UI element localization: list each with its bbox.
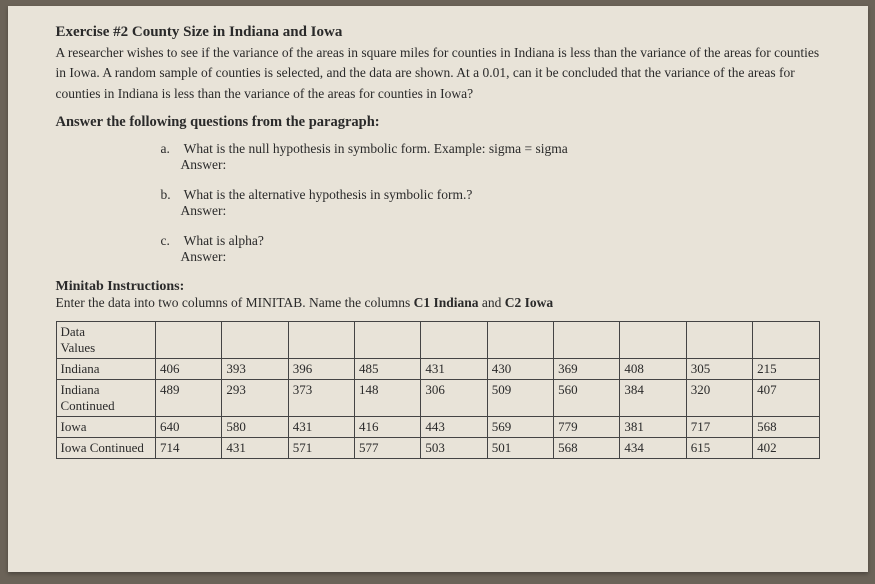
minitab-sub-pre: Enter the data into two columns of MINIT…: [56, 295, 414, 310]
table-cell: 503: [421, 437, 487, 458]
table-cell: 779: [554, 416, 620, 437]
table-cell: 305: [686, 358, 752, 379]
table-cell: 384: [620, 379, 686, 416]
table-cell: 373: [288, 379, 354, 416]
table-cell: [222, 321, 288, 358]
question-c-answer-label: Answer:: [181, 249, 820, 265]
table-cell: [753, 321, 819, 358]
question-list: a. What is the null hypothesis in symbol…: [161, 141, 820, 265]
table-cell: [421, 321, 487, 358]
header-line2: Values: [61, 340, 96, 355]
table-cell: 320: [686, 379, 752, 416]
table-cell: 489: [156, 379, 222, 416]
question-a-label: a.: [161, 141, 181, 157]
table-cell: 431: [421, 358, 487, 379]
question-a: a. What is the null hypothesis in symbol…: [161, 141, 820, 173]
question-b: b. What is the alternative hypothesis in…: [161, 187, 820, 219]
question-a-answer-label: Answer:: [181, 157, 820, 173]
minitab-c2-label: C2 Iowa: [505, 295, 553, 310]
table-cell: 434: [620, 437, 686, 458]
table-cell: [487, 321, 553, 358]
table-cell: 501: [487, 437, 553, 458]
table-cell: 569: [487, 416, 553, 437]
table-cell: [156, 321, 222, 358]
table-row: Indiana Continued 489 293 373 148 306 50…: [56, 379, 819, 416]
minitab-instruction: Enter the data into two columns of MINIT…: [56, 295, 820, 311]
table-cell: 148: [355, 379, 421, 416]
table-cell: 407: [753, 379, 819, 416]
table-cell: 393: [222, 358, 288, 379]
table-cell: 509: [487, 379, 553, 416]
data-table: Data Values Indiana 406 393 396 485 431 …: [56, 321, 820, 459]
table-cell: [554, 321, 620, 358]
question-c: c. What is alpha? Answer:: [161, 233, 820, 265]
table-cell: 568: [753, 416, 819, 437]
table-row: Iowa Continued 714 431 571 577 503 501 5…: [56, 437, 819, 458]
table-cell: 408: [620, 358, 686, 379]
table-cell: 571: [288, 437, 354, 458]
table-cell: 717: [686, 416, 752, 437]
row-label: Iowa: [56, 416, 156, 437]
table-cell: 443: [421, 416, 487, 437]
table-cell: 485: [355, 358, 421, 379]
header-line1: Data: [61, 324, 86, 339]
table-cell: 431: [288, 416, 354, 437]
minitab-sub-and: and: [479, 295, 505, 310]
table-cell: [686, 321, 752, 358]
table-cell: 431: [222, 437, 288, 458]
table-row: Iowa 640 580 431 416 443 569 779 381 717…: [56, 416, 819, 437]
table-cell: 406: [156, 358, 222, 379]
table-cell: [620, 321, 686, 358]
intro-paragraph: A researcher wishes to see if the varian…: [56, 43, 820, 104]
table-cell: 577: [355, 437, 421, 458]
table-cell: 402: [753, 437, 819, 458]
table-cell: 416: [355, 416, 421, 437]
question-c-label: c.: [161, 233, 181, 249]
table-cell: 615: [686, 437, 752, 458]
row-label: Indiana: [56, 358, 156, 379]
row-label: Iowa Continued: [56, 437, 156, 458]
table-cell: 568: [554, 437, 620, 458]
table-cell: 396: [288, 358, 354, 379]
document-page: Exercise #2 County Size in Indiana and I…: [8, 6, 868, 572]
table-cell: 293: [222, 379, 288, 416]
exercise-title: Exercise #2 County Size in Indiana and I…: [56, 24, 820, 41]
table-cell: 580: [222, 416, 288, 437]
table-cell: 560: [554, 379, 620, 416]
table-cell: 381: [620, 416, 686, 437]
table-cell: 215: [753, 358, 819, 379]
question-b-label: b.: [161, 187, 181, 203]
question-b-answer-label: Answer:: [181, 203, 820, 219]
table-cell: 430: [487, 358, 553, 379]
table-cell: 369: [554, 358, 620, 379]
table-cell: [355, 321, 421, 358]
row-label: Indiana Continued: [56, 379, 156, 416]
table-row: Indiana 406 393 396 485 431 430 369 408 …: [56, 358, 819, 379]
table-header-cell: Data Values: [56, 321, 156, 358]
question-c-text: What is alpha?: [184, 233, 264, 248]
table-cell: 640: [156, 416, 222, 437]
question-a-text: What is the null hypothesis in symbolic …: [184, 141, 568, 156]
table-row: Data Values: [56, 321, 819, 358]
minitab-heading: Minitab Instructions:: [56, 279, 820, 295]
table-cell: 714: [156, 437, 222, 458]
questions-heading: Answer the following questions from the …: [56, 114, 820, 131]
table-cell: 306: [421, 379, 487, 416]
minitab-c1-label: C1 Indiana: [414, 295, 479, 310]
question-b-text: What is the alternative hypothesis in sy…: [184, 187, 473, 202]
table-cell: [288, 321, 354, 358]
